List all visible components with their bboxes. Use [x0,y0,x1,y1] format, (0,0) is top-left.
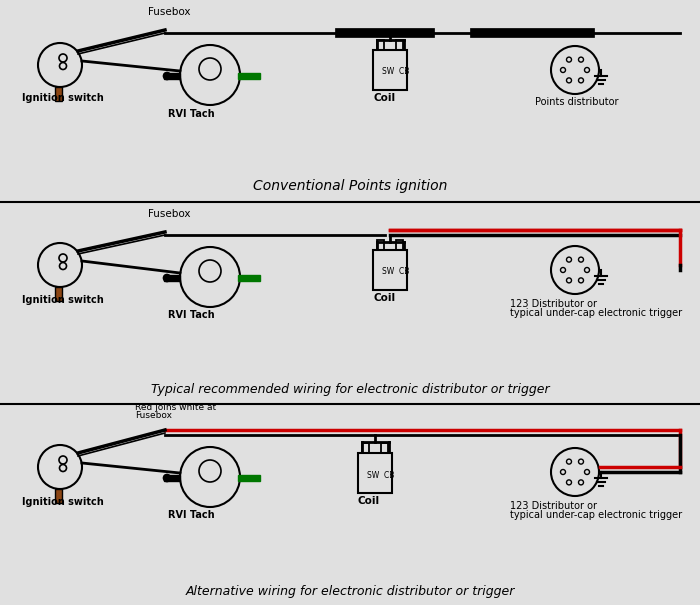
Bar [164,275,180,281]
Text: 123 Distributor or: 123 Distributor or [510,501,597,511]
Text: typical under-cap electronic trigger: typical under-cap electronic trigger [510,308,682,318]
Text: Coil: Coil [357,496,379,506]
Text: RVI Tach: RVI Tach [168,310,215,320]
Bar [362,443,369,453]
Bar [55,287,62,301]
Text: Ignition switch: Ignition switch [22,295,104,305]
Text: Alternative wiring for electronic distributor or trigger: Alternative wiring for electronic distri… [186,585,514,598]
Text: Fusebox: Fusebox [135,411,172,420]
Text: Ignition switch: Ignition switch [22,497,104,507]
Bar [164,73,180,79]
Bar [55,87,62,101]
Bar [238,73,260,79]
Text: Fusebox: Fusebox [148,7,190,17]
Bar [377,240,384,250]
Text: Coil: Coil [374,93,396,103]
Text: Conventional Points ignition: Conventional Points ignition [253,179,447,193]
Text: SW  CB: SW CB [382,267,410,276]
Text: RVI Tach: RVI Tach [168,510,215,520]
Bar [238,475,260,481]
Bar [373,50,407,90]
Text: 123 Distributor or: 123 Distributor or [510,299,597,309]
Text: SW  CB: SW CB [367,471,394,480]
Bar [164,475,180,481]
Text: RVI Tach: RVI Tach [168,109,215,119]
Text: typical under-cap electronic trigger: typical under-cap electronic trigger [510,510,682,520]
Bar [377,40,384,50]
Bar [381,443,388,453]
Bar [373,250,407,290]
Bar [358,453,392,493]
Bar [396,40,403,50]
Text: Fusebox: Fusebox [148,209,190,219]
Bar [55,489,62,503]
Text: Points distributor: Points distributor [535,97,619,107]
Text: Ignition switch: Ignition switch [22,93,104,103]
Text: Red joins white at: Red joins white at [135,403,216,412]
Text: Coil: Coil [374,293,396,303]
Bar [238,275,260,281]
Bar [396,240,403,250]
Text: Typical recommended wiring for electronic distributor or trigger: Typical recommended wiring for electroni… [150,383,550,396]
Text: SW  CB: SW CB [382,68,410,76]
